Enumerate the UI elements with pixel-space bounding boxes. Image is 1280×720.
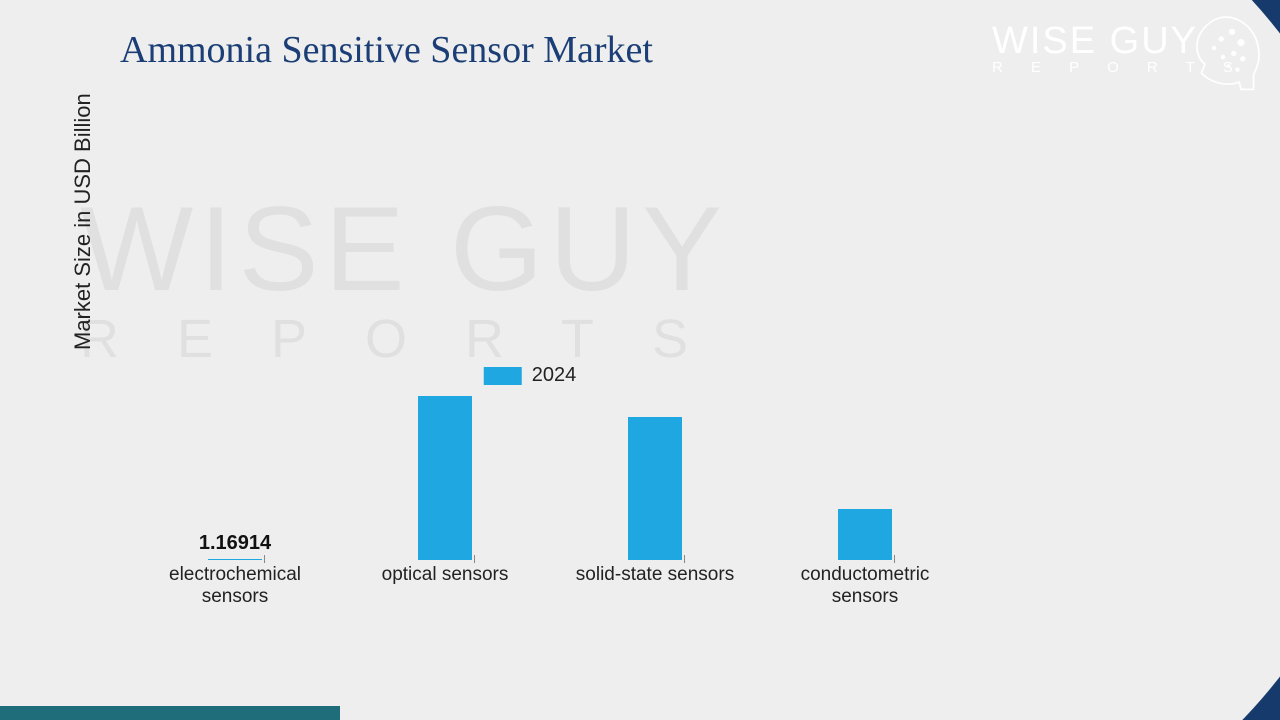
x-tick [684, 555, 685, 563]
x-tick [264, 555, 265, 563]
x-axis-label: conductometric sensors [775, 564, 955, 608]
legend: 2024 [484, 364, 577, 387]
bar-chart: 1.16914 2024 electrochemical sensors opti… [100, 150, 960, 620]
bottom-accent-bar [0, 706, 340, 720]
plot-area: 1.16914 [100, 150, 960, 560]
y-axis-label: Market Size in USD Billion [70, 93, 96, 350]
bar [628, 417, 682, 561]
x-axis-label: solid-state sensors [565, 564, 745, 586]
x-axis-label: optical sensors [355, 564, 535, 586]
brand-logo: WISE GUY R E P O R T S [992, 20, 1252, 76]
brand-line1: WISE GUY [992, 20, 1252, 63]
bar [838, 509, 892, 560]
brand-line2: R E P O R T S [992, 59, 1252, 76]
x-tick [474, 555, 475, 563]
bar [418, 396, 472, 560]
legend-swatch [484, 367, 522, 385]
bar [208, 559, 262, 560]
x-tick [894, 555, 895, 563]
legend-label: 2024 [532, 364, 577, 387]
bar-value-label: 1.16914 [175, 532, 295, 555]
chart-title: Ammonia Sensitive Sensor Market [120, 28, 653, 72]
chart-card: WISE GUY REPORTS Ammonia Sensitive Senso… [0, 0, 1280, 720]
x-axis-label: electrochemical sensors [145, 564, 325, 608]
